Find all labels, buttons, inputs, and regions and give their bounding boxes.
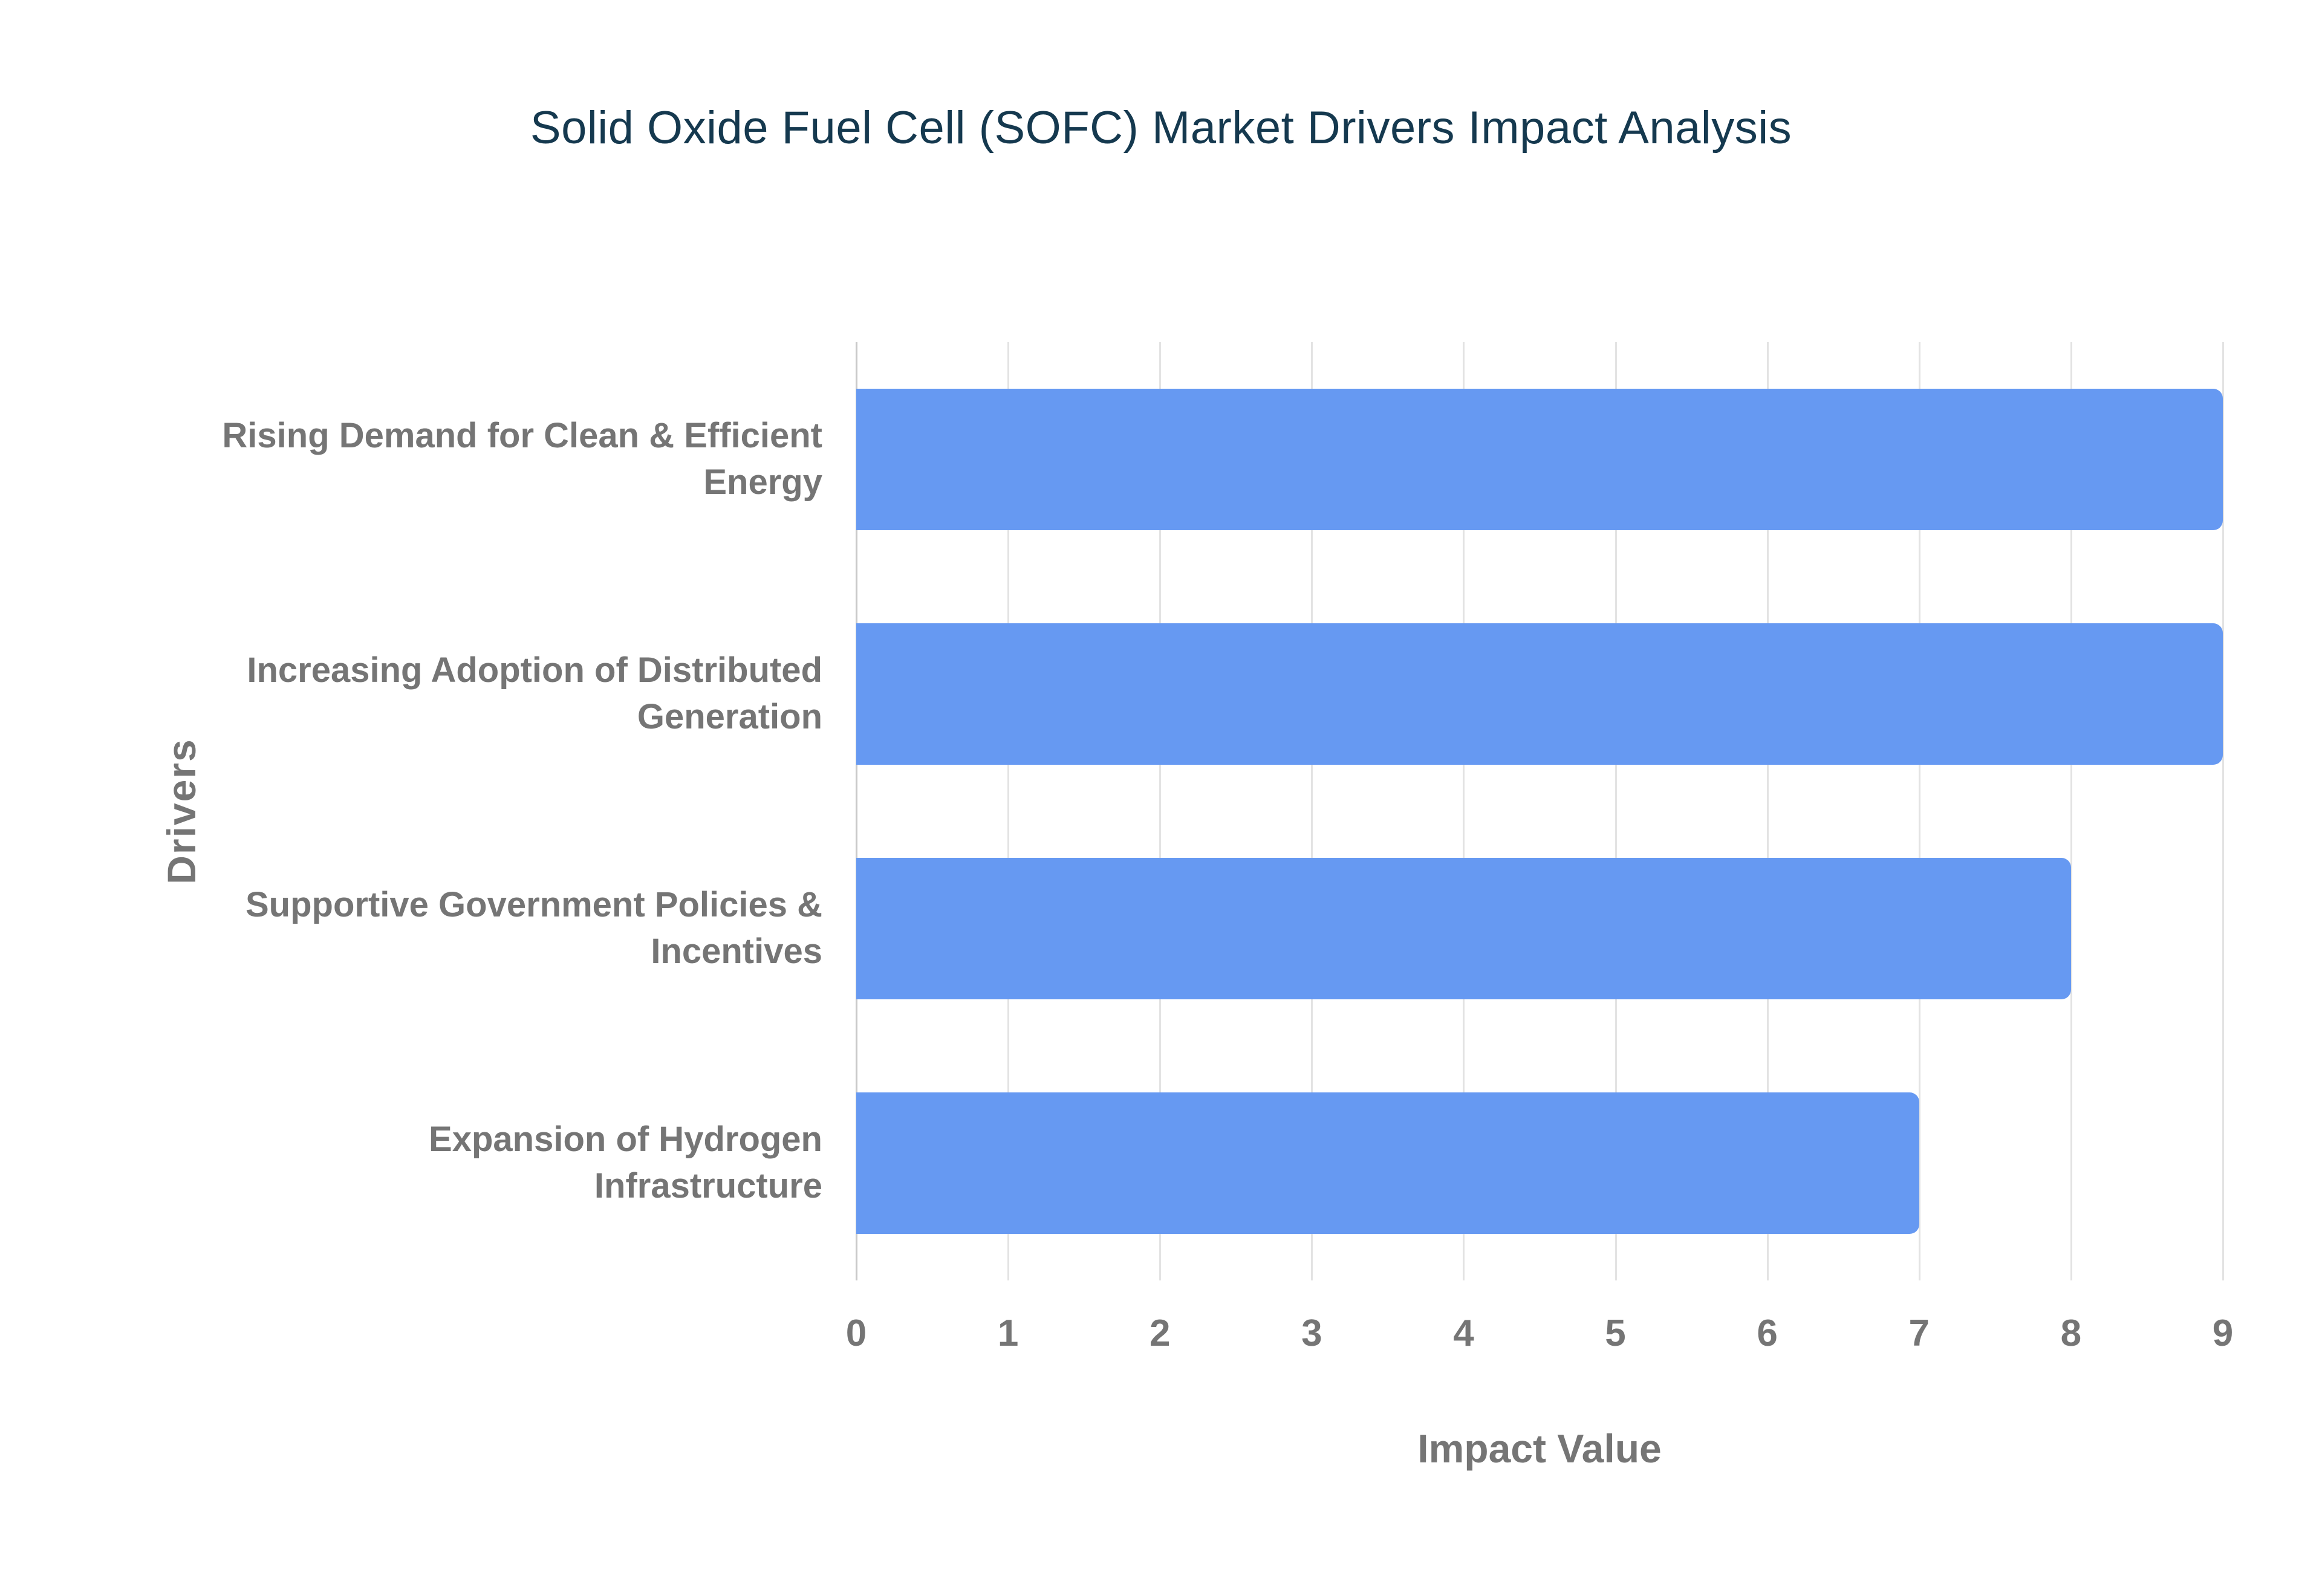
bar-row (856, 811, 2223, 1046)
gridline (1918, 342, 1920, 1280)
gridline (1311, 342, 1313, 1280)
y-axis-title: Drivers (159, 738, 204, 884)
bar-2 (856, 623, 2223, 765)
bar-row (856, 342, 2223, 577)
gridline (1007, 342, 1010, 1280)
x-tick-label: 9 (2212, 1312, 2234, 1354)
x-tick-label: 7 (1908, 1312, 1930, 1354)
category-label: Rising Demand for Clean & Efficient Ener… (222, 416, 822, 502)
axis-zero-line (856, 342, 857, 1280)
gridline (1766, 342, 1769, 1280)
x-tick-label: 2 (1149, 1312, 1171, 1354)
gridline (1159, 342, 1162, 1280)
x-tick-label: 8 (2060, 1312, 2082, 1354)
bar-3 (856, 858, 2071, 999)
x-tick-label: 4 (1453, 1312, 1474, 1354)
bar-row (856, 577, 2223, 811)
x-axis-title: Impact Value (1417, 1426, 1662, 1471)
x-tick-label: 3 (1301, 1312, 1322, 1354)
bar-row (856, 1046, 2223, 1280)
bar-1 (856, 389, 2223, 530)
plot-area (856, 342, 2224, 1280)
category-label: Increasing Adoption of Distributed Gener… (247, 650, 822, 736)
gridline (2070, 342, 2072, 1280)
gridline (1615, 342, 1617, 1280)
x-axis-ticks: 0 1 2 3 4 5 6 7 8 9 (846, 1312, 2233, 1366)
x-tick-label: 5 (1605, 1312, 1626, 1354)
gridline (2222, 342, 2224, 1280)
category-label: Expansion of Hydrogen Infrastructure (429, 1120, 822, 1205)
x-tick-label: 1 (997, 1312, 1019, 1354)
category-labels-column: Rising Demand for Clean & Efficient Ener… (206, 342, 822, 1280)
gridline (1463, 342, 1465, 1280)
bar-4 (856, 1092, 1919, 1234)
x-tick-label: 6 (1757, 1312, 1778, 1354)
x-tick-label: 0 (845, 1312, 867, 1354)
chart-title: Solid Oxide Fuel Cell (SOFC) Market Driv… (530, 102, 1792, 154)
category-label: Supportive Government Policies & Incenti… (246, 885, 822, 971)
